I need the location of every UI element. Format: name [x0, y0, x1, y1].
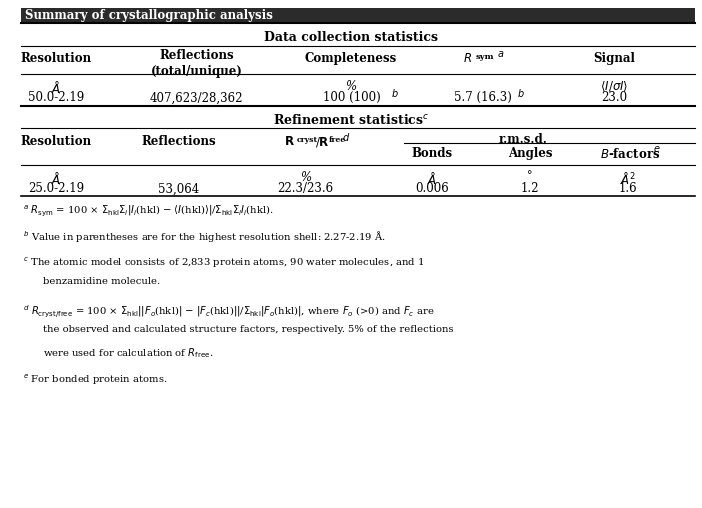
- Text: 23.0: 23.0: [601, 91, 628, 105]
- Text: 53,064: 53,064: [159, 182, 199, 196]
- Text: Completeness: Completeness: [305, 52, 397, 65]
- Text: $^a$ $\mathit{R}_\mathrm{sym}$ = 100 × $\Sigma_\mathrm{hkl}\Sigma_i$$|$$\mathit{: $^a$ $\mathit{R}_\mathrm{sym}$ = 100 × $…: [23, 203, 274, 218]
- Text: $\AA$: $\AA$: [427, 171, 437, 186]
- Text: 0.006: 0.006: [415, 182, 449, 196]
- Text: $b$: $b$: [517, 87, 525, 100]
- Text: 1.6: 1.6: [619, 182, 637, 196]
- Text: were used for calculation of $\mathit{R}_\mathrm{free}$.: were used for calculation of $\mathit{R}…: [43, 346, 213, 360]
- Text: free: free: [329, 136, 346, 144]
- Text: $^e$ For bonded protein atoms.: $^e$ For bonded protein atoms.: [23, 373, 168, 387]
- Text: $^b$ Value in parentheses are for the highest resolution shell: 2.27-2.19 Å.: $^b$ Value in parentheses are for the hi…: [23, 230, 386, 245]
- Text: $\AA$: $\AA$: [51, 171, 61, 186]
- FancyBboxPatch shape: [21, 8, 695, 23]
- Text: $\langle I/\sigma I\rangle$: $\langle I/\sigma I\rangle$: [600, 80, 628, 94]
- Text: %: %: [300, 171, 311, 184]
- Text: benzamidine molecule.: benzamidine molecule.: [43, 277, 160, 287]
- Text: $d$: $d$: [342, 131, 350, 143]
- Text: Data collection statistics: Data collection statistics: [264, 31, 438, 45]
- Text: °: °: [527, 171, 533, 181]
- Text: %: %: [345, 80, 357, 93]
- Text: $/\mathbf{R}$: $/\mathbf{R}$: [315, 135, 330, 149]
- Text: 1.2: 1.2: [521, 182, 539, 196]
- Text: $\AA$: $\AA$: [51, 80, 61, 96]
- Text: Reflections: Reflections: [142, 135, 216, 148]
- Text: r.m.s.d.: r.m.s.d.: [498, 133, 548, 146]
- Text: $^c$ The atomic model consists of 2,833 protein atoms, 90 water molecules, and 1: $^c$ The atomic model consists of 2,833 …: [23, 256, 425, 270]
- Text: Signal: Signal: [593, 52, 635, 65]
- Text: $\mathbf{R}$: $\mathbf{R}$: [284, 135, 295, 148]
- Text: Angles: Angles: [508, 147, 552, 161]
- Text: Summary of crystallographic analysis: Summary of crystallographic analysis: [25, 9, 272, 22]
- Text: $\mathit{B}$-factors: $\mathit{B}$-factors: [600, 147, 661, 162]
- Text: 25.0-2.19: 25.0-2.19: [28, 182, 84, 196]
- Text: $a$: $a$: [497, 49, 504, 59]
- Text: 5.7 (16.3): 5.7 (16.3): [454, 91, 512, 105]
- Text: 100 (100): 100 (100): [323, 91, 380, 105]
- Text: the observed and calculated structure factors, respectively. 5% of the reflectio: the observed and calculated structure fa…: [43, 325, 453, 334]
- Text: 407,623/28,362: 407,623/28,362: [150, 91, 244, 105]
- Text: cryst: cryst: [297, 136, 318, 144]
- Text: Resolution: Resolution: [20, 135, 92, 148]
- Text: Reflections
(total/unique): Reflections (total/unique): [151, 49, 242, 78]
- Text: $^d$ $\mathit{R}_\mathrm{cryst/free}$ = 100 × $\Sigma_\mathrm{hkl}$$||$$\mathit{: $^d$ $\mathit{R}_\mathrm{cryst/free}$ = …: [23, 304, 435, 320]
- Text: 50.0-2.19: 50.0-2.19: [28, 91, 84, 105]
- Text: Bonds: Bonds: [411, 147, 452, 161]
- Text: $\AA^2$: $\AA^2$: [620, 171, 637, 186]
- Text: 22.3/23.6: 22.3/23.6: [277, 182, 333, 196]
- Text: sym: sym: [476, 53, 495, 61]
- Text: $\mathit{R}$: $\mathit{R}$: [463, 52, 472, 65]
- Text: Refinement statistics$^c$: Refinement statistics$^c$: [273, 113, 429, 128]
- Text: $e$: $e$: [653, 144, 661, 154]
- Text: Resolution: Resolution: [20, 52, 92, 65]
- Text: $b$: $b$: [391, 87, 399, 100]
